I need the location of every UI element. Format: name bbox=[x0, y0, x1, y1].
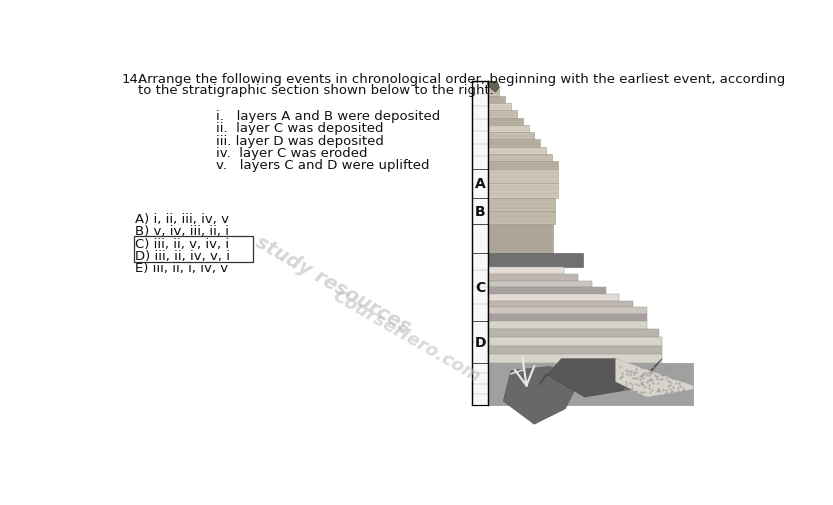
Bar bbox=[488, 119, 523, 126]
Bar bbox=[488, 96, 506, 104]
Bar bbox=[488, 253, 583, 268]
Bar bbox=[488, 155, 552, 162]
Bar bbox=[488, 288, 606, 294]
Bar bbox=[488, 198, 556, 211]
Bar bbox=[488, 239, 552, 253]
Bar bbox=[133, 236, 253, 263]
Text: ii.  layer C was deposited: ii. layer C was deposited bbox=[217, 122, 384, 135]
Bar bbox=[488, 346, 662, 355]
Bar bbox=[488, 169, 558, 184]
Text: CourseHero.com: CourseHero.com bbox=[329, 286, 483, 385]
Text: iv.  layer C was eroded: iv. layer C was eroded bbox=[217, 146, 368, 160]
Text: study resources: study resources bbox=[252, 232, 414, 336]
Text: iii. layer D was deposited: iii. layer D was deposited bbox=[217, 134, 384, 147]
Bar bbox=[488, 126, 529, 133]
Bar bbox=[488, 268, 564, 274]
Text: Arrange the following events in chronological order, beginning with the earliest: Arrange the following events in chronolo… bbox=[138, 73, 786, 86]
Bar bbox=[488, 111, 517, 119]
Bar bbox=[488, 184, 558, 198]
Text: D) iii, ii, iv, v, i: D) iii, ii, iv, v, i bbox=[135, 249, 230, 263]
Bar bbox=[488, 329, 659, 338]
Text: B: B bbox=[475, 204, 486, 218]
Bar bbox=[488, 338, 662, 346]
Bar bbox=[488, 133, 535, 140]
Bar bbox=[488, 147, 546, 155]
Bar bbox=[488, 301, 633, 308]
Bar bbox=[488, 308, 646, 314]
Bar bbox=[488, 321, 646, 329]
Bar bbox=[488, 211, 556, 224]
Bar bbox=[488, 140, 541, 147]
Text: v.   layers C and D were uplifted: v. layers C and D were uplifted bbox=[217, 159, 430, 172]
Bar bbox=[488, 281, 591, 288]
Bar bbox=[488, 314, 646, 321]
Polygon shape bbox=[538, 359, 662, 397]
Bar bbox=[488, 82, 494, 89]
Text: B) v, iv, iii, ii, i: B) v, iv, iii, ii, i bbox=[135, 225, 229, 238]
Bar bbox=[472, 82, 488, 405]
Bar bbox=[488, 224, 552, 239]
Text: E) iii, ii, i, iv, v: E) iii, ii, i, iv, v bbox=[135, 262, 228, 275]
Bar bbox=[488, 363, 693, 405]
Text: 14.: 14. bbox=[121, 73, 142, 86]
Bar bbox=[488, 89, 500, 96]
Bar bbox=[488, 294, 620, 301]
Polygon shape bbox=[503, 367, 581, 424]
Text: A: A bbox=[475, 177, 486, 191]
Text: C: C bbox=[475, 280, 485, 294]
Bar bbox=[488, 274, 578, 281]
Text: to the stratigraphic section shown below to the right.: to the stratigraphic section shown below… bbox=[138, 84, 494, 96]
Text: A) i, ii, iii, iv, v: A) i, ii, iii, iv, v bbox=[135, 213, 229, 226]
Text: i.   layers A and B were deposited: i. layers A and B were deposited bbox=[217, 110, 441, 123]
Bar bbox=[488, 162, 558, 169]
Bar bbox=[488, 104, 511, 111]
Text: C) iii, ii, v, iv, i: C) iii, ii, v, iv, i bbox=[135, 237, 229, 250]
Polygon shape bbox=[488, 82, 499, 93]
Bar bbox=[488, 355, 662, 363]
Text: D: D bbox=[474, 335, 486, 349]
Polygon shape bbox=[616, 359, 693, 397]
